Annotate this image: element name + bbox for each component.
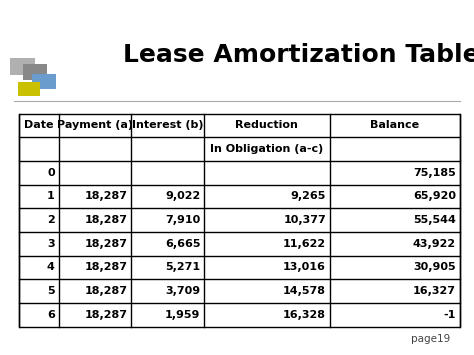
Text: 2: 2	[47, 215, 55, 225]
Text: 18,287: 18,287	[84, 286, 128, 296]
Text: 6,665: 6,665	[165, 239, 201, 249]
Text: In Obligation (a-c): In Obligation (a-c)	[210, 144, 324, 154]
Text: 3,709: 3,709	[165, 286, 201, 296]
Text: 16,327: 16,327	[413, 286, 456, 296]
Text: 18,287: 18,287	[84, 262, 128, 272]
Text: Payment (a): Payment (a)	[57, 120, 133, 130]
Text: 18,287: 18,287	[84, 310, 128, 320]
Bar	[10, 59, 35, 75]
Text: 55,544: 55,544	[413, 215, 456, 225]
Text: Balance: Balance	[370, 120, 419, 130]
Bar	[18, 82, 39, 96]
Text: 10,377: 10,377	[283, 215, 326, 225]
Text: 75,185: 75,185	[413, 168, 456, 178]
Text: 18,287: 18,287	[84, 191, 128, 201]
Text: 9,022: 9,022	[165, 191, 201, 201]
Text: 3: 3	[47, 239, 55, 249]
Text: 5: 5	[47, 286, 55, 296]
Bar	[19, 114, 460, 327]
Text: Reduction: Reduction	[236, 120, 298, 130]
Text: 43,922: 43,922	[413, 239, 456, 249]
Text: 14,578: 14,578	[283, 286, 326, 296]
Text: 7,910: 7,910	[165, 215, 201, 225]
Text: Date: Date	[24, 120, 54, 130]
Text: 1,959: 1,959	[165, 310, 201, 320]
Text: 4: 4	[47, 262, 55, 272]
Text: 18,287: 18,287	[84, 215, 128, 225]
Text: 9,265: 9,265	[291, 191, 326, 201]
Text: 11,622: 11,622	[283, 239, 326, 249]
Text: 13,016: 13,016	[283, 262, 326, 272]
Text: 16,328: 16,328	[283, 310, 326, 320]
Text: 1: 1	[47, 191, 55, 201]
Text: Lease Amortization Table: Lease Amortization Table	[123, 43, 474, 67]
Text: 5,271: 5,271	[165, 262, 201, 272]
Bar	[32, 74, 56, 89]
Text: 6: 6	[47, 310, 55, 320]
Text: Interest (b): Interest (b)	[132, 120, 203, 130]
Text: page19: page19	[411, 334, 450, 344]
Text: 0: 0	[47, 168, 55, 178]
Text: -1: -1	[444, 310, 456, 320]
Text: 18,287: 18,287	[84, 239, 128, 249]
Bar	[23, 64, 47, 80]
Text: 30,905: 30,905	[413, 262, 456, 272]
Text: 65,920: 65,920	[413, 191, 456, 201]
